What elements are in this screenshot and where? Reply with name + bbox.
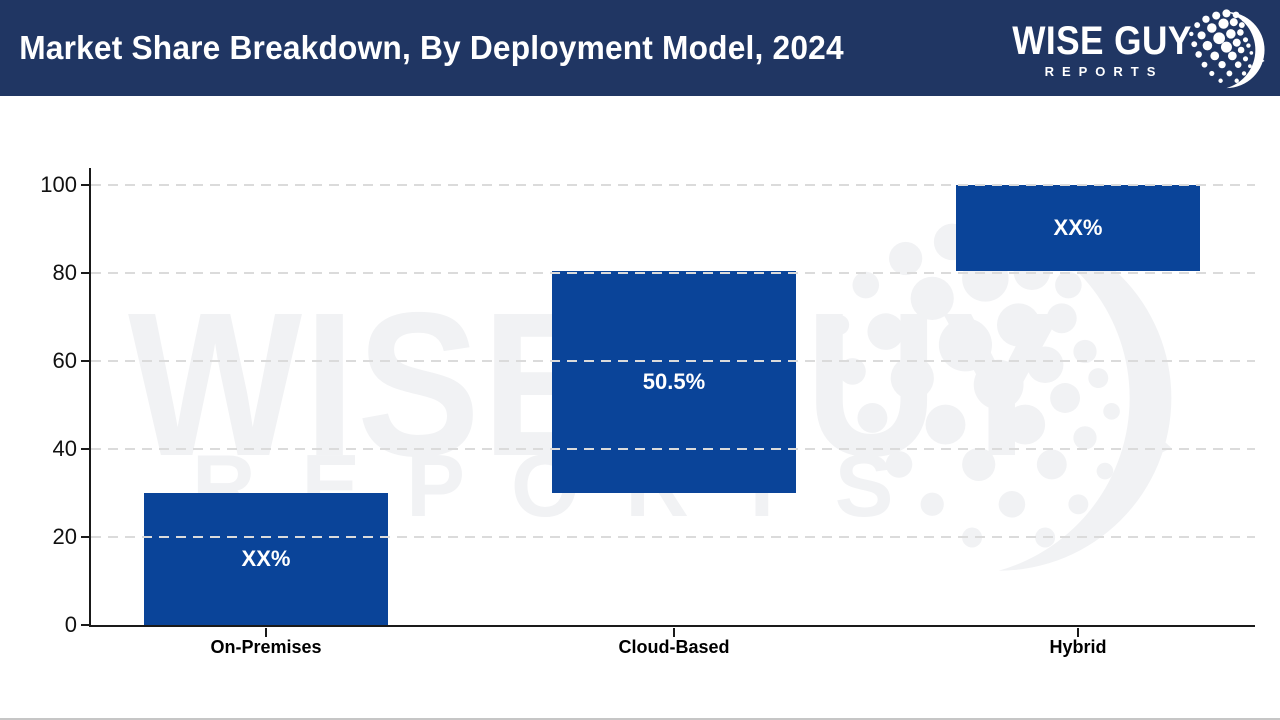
- bar-on-premises: XX%: [144, 493, 388, 625]
- x-tick-mark-1: [264, 628, 268, 637]
- x-axis-label-cloud-based: Cloud-Based: [618, 637, 730, 657]
- y-tick-label-40: 40: [52, 436, 77, 461]
- y-tick-mark-60: [81, 359, 89, 363]
- bar-value-label: 50.5%: [642, 368, 706, 394]
- y-tick-label-20: 20: [52, 524, 77, 549]
- bar-hybrid: XX%: [956, 185, 1200, 271]
- x-tick-mark-3: [1076, 628, 1080, 637]
- y-tick-label-60: 60: [52, 348, 77, 373]
- y-tick-mark-100: [81, 183, 89, 187]
- bar-value-label: XX%: [241, 546, 291, 571]
- bar-value-label: XX%: [1053, 214, 1103, 240]
- logo-reports-label: REPORTS: [1044, 64, 1164, 79]
- y-tick-mark-80: [81, 271, 89, 275]
- x-axis-label-on-premises: On-Premises: [210, 637, 322, 657]
- y-tick-mark-0: [81, 623, 89, 627]
- y-tick-label-100: 100: [40, 172, 77, 197]
- x-tick-mark-2: [672, 628, 676, 637]
- y-tick-mark-20: [81, 535, 89, 539]
- page-title: Market Share Breakdown, By Deployment Mo…: [19, 29, 844, 66]
- logo-wiseguy-label: WISE GUY: [1012, 19, 1192, 63]
- plot-area: XX% 50.5% XX% 0 20 40 60 80 100 On-Premises Cloud-…: [40, 168, 1255, 657]
- header-bar: Market Share Breakdown, By Deployment Mo…: [0, 0, 1280, 96]
- logo-text: WISE GUY REPORTS: [1000, 21, 1204, 79]
- bar-cloud-based: 50.5%: [552, 270, 796, 493]
- bottom-border-line: [0, 718, 1280, 720]
- y-tick-mark-40: [81, 447, 89, 451]
- wise-guy-logo: WISE GUY REPORTS: [1012, 9, 1266, 90]
- y-tick-label-0: 0: [64, 612, 77, 637]
- x-axis-label-hybrid: Hybrid: [1049, 637, 1107, 657]
- y-tick-label-80: 80: [52, 260, 77, 285]
